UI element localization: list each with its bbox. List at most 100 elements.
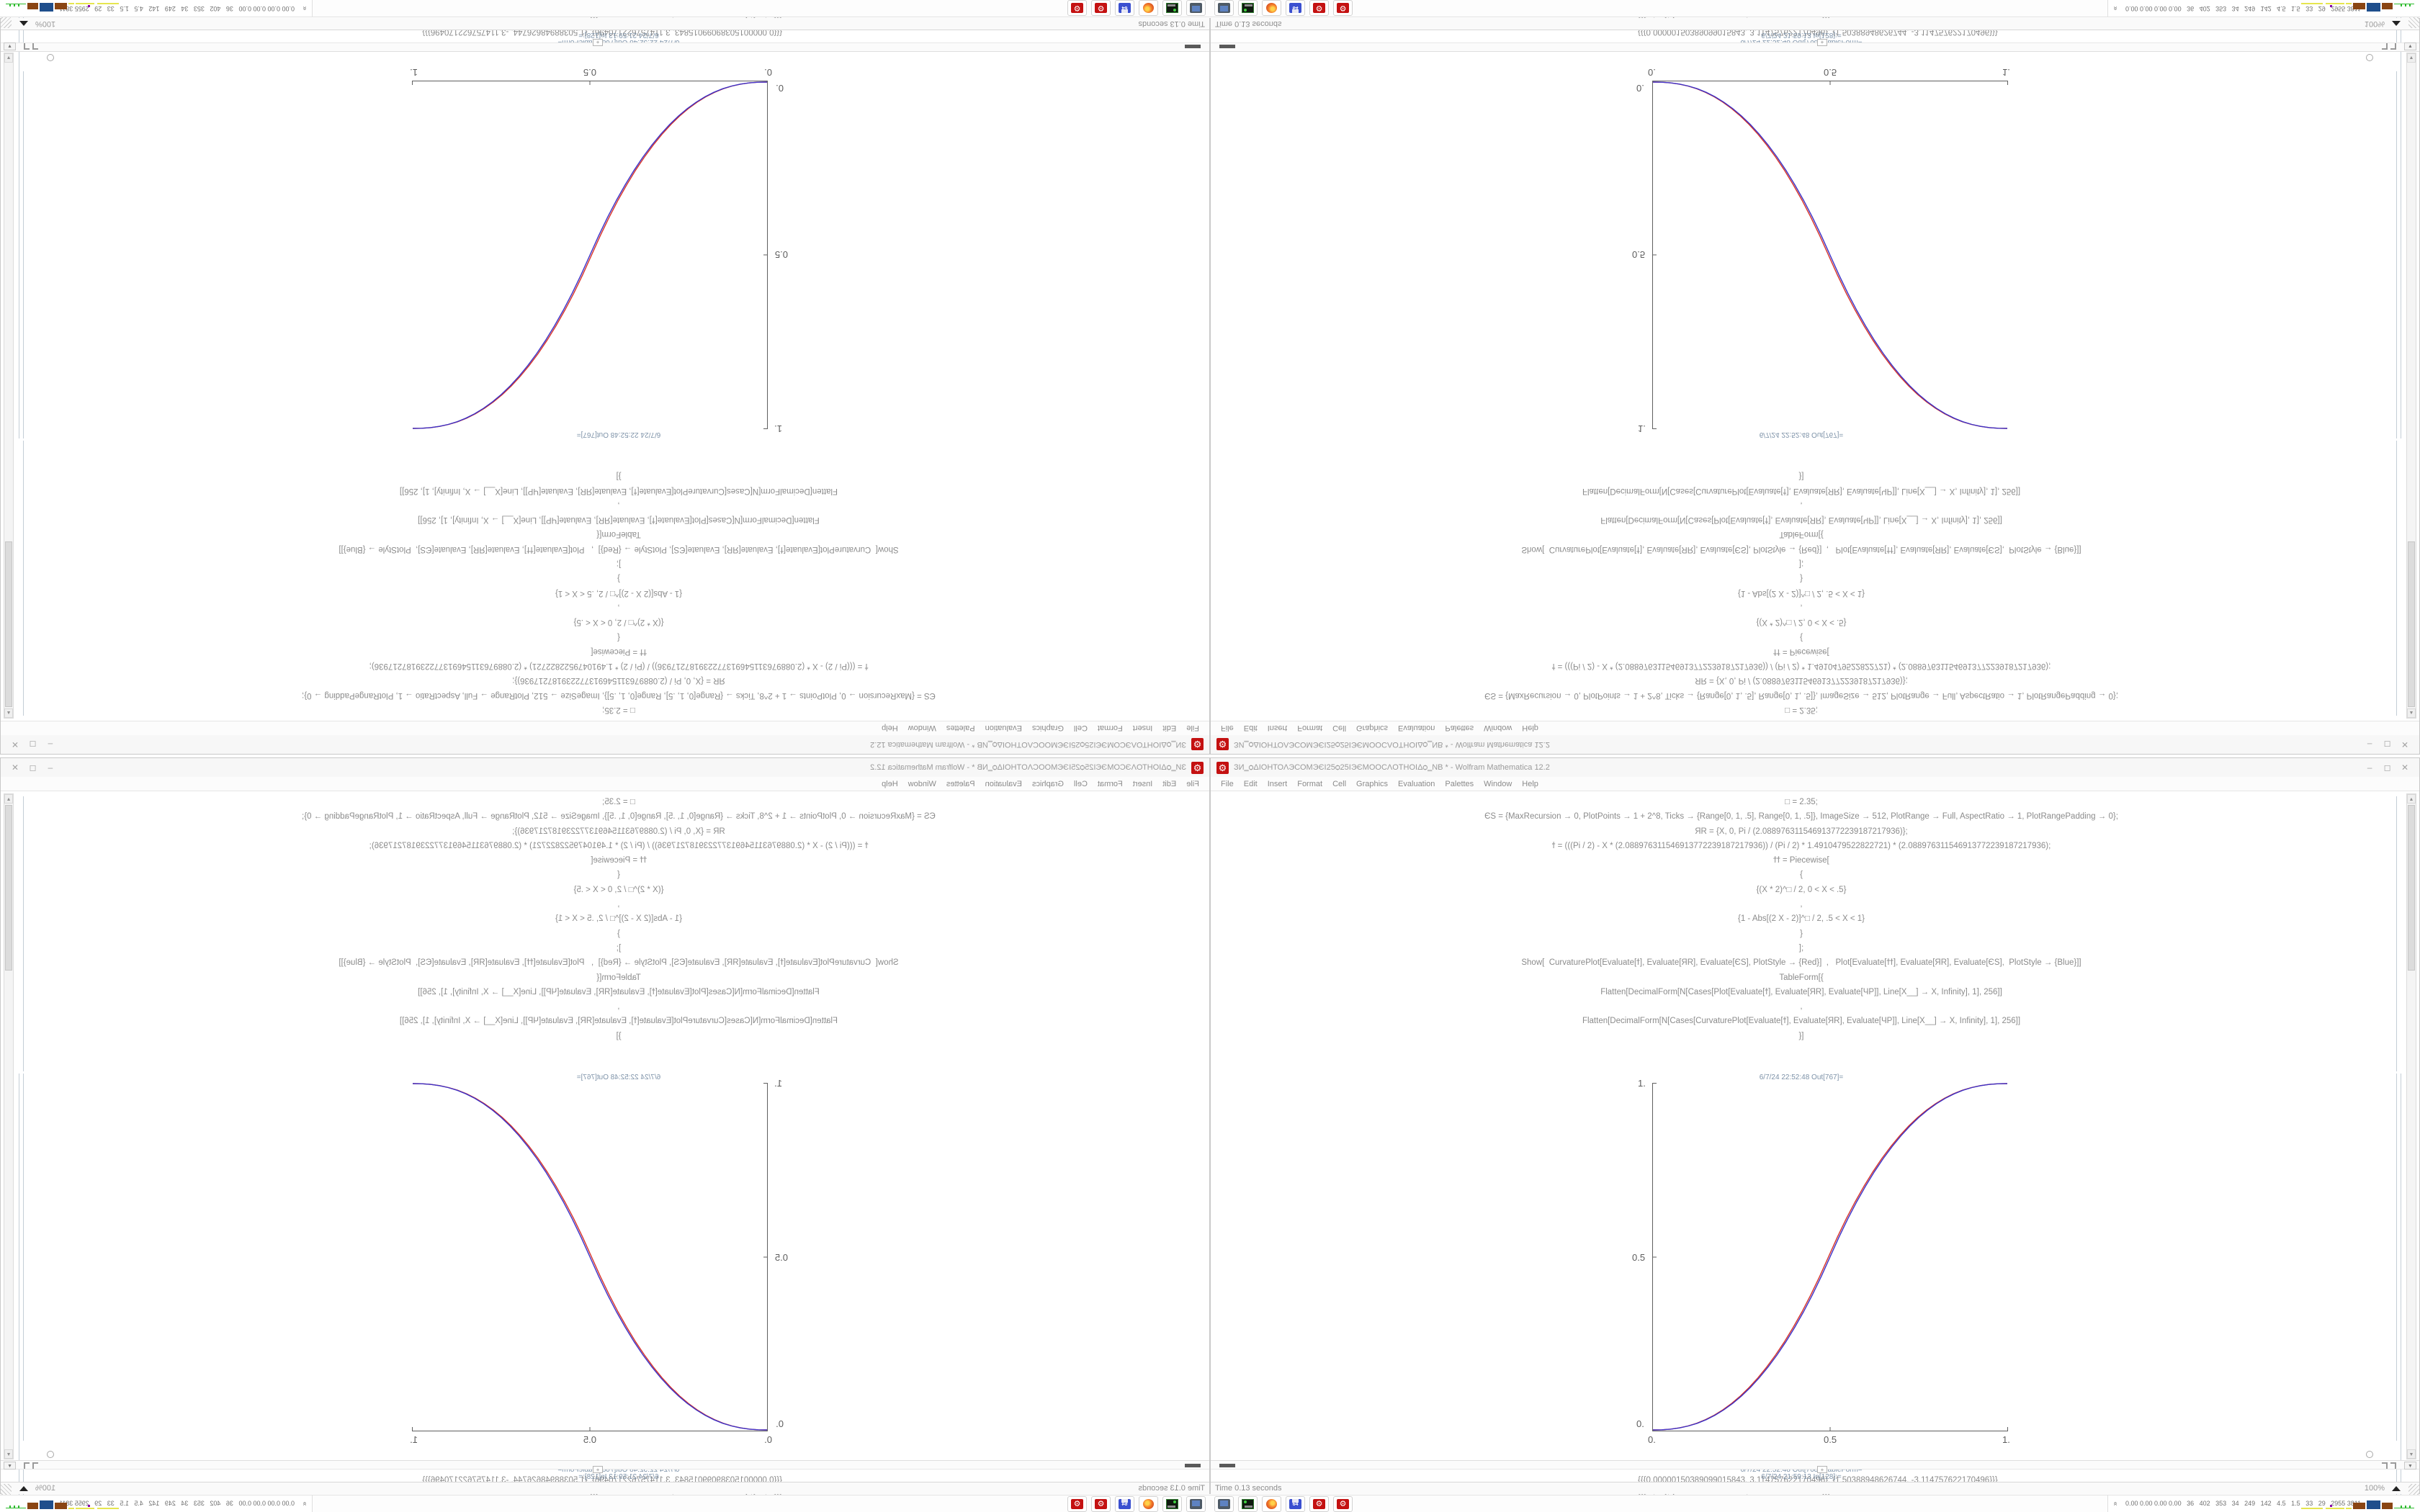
- insert-cell-button[interactable]: +: [1817, 1466, 1827, 1473]
- maximize-button[interactable]: ◻: [2383, 739, 2391, 750]
- menu-graphics[interactable]: Graphics: [1031, 780, 1064, 788]
- code-line[interactable]: {: [617, 870, 620, 880]
- scroll-down-icon[interactable]: ▼: [2407, 1449, 2416, 1459]
- firefox-icon[interactable]: [1139, 0, 1158, 16]
- code-line[interactable]: }: [617, 574, 620, 583]
- menu-insert[interactable]: Insert: [1132, 724, 1153, 732]
- mathematica-gear-icon[interactable]: ⚙: [1067, 1496, 1087, 1512]
- code-line[interactable]: {: [1800, 870, 1803, 880]
- code-line[interactable]: □ = 2.35;: [602, 706, 635, 714]
- magnification-dropdown[interactable]: ▼: [2404, 42, 2416, 50]
- menu-help[interactable]: Help: [882, 724, 898, 732]
- zoom-level[interactable]: 100%: [35, 19, 56, 28]
- resize-grip[interactable]: [2408, 1484, 2419, 1495]
- code-line[interactable]: {: [617, 632, 620, 642]
- vertical-scroll-thumb[interactable]: [2408, 805, 2415, 971]
- minimize-button[interactable]: –: [48, 762, 53, 773]
- scroll-down-icon[interactable]: ▼: [2407, 53, 2416, 63]
- scroll-up-icon[interactable]: ▲: [2407, 708, 2416, 718]
- code-line[interactable]: ЄЅ = {MaxRecursion → 0, PlotPoints → 1 +…: [1484, 812, 2118, 822]
- tray-chevron-icon[interactable]: «: [300, 1501, 309, 1505]
- code-line[interactable]: ϯ = (((Pi / 2) - X * (2.0889763115469137…: [369, 841, 869, 850]
- menu-format[interactable]: Format: [1097, 780, 1123, 788]
- floppy-64-icon[interactable]: 64: [1286, 1496, 1305, 1512]
- mathematica-gear-icon[interactable]: ⚙: [1309, 0, 1329, 16]
- code-line[interactable]: ,: [1800, 603, 1803, 612]
- code-line[interactable]: }]: [1798, 472, 1804, 481]
- vertical-scrollbar[interactable]: ▲ ▼: [4, 793, 14, 1459]
- code-line[interactable]: {1 - Abs[(2 X - 2)]^□ / 2, .5 < X < 1}: [1738, 588, 1865, 598]
- code-line[interactable]: ϯϯ = Piecewise[: [1773, 647, 1829, 656]
- code-line[interactable]: ϯ = (((Pi / 2) - X * (2.0889763115469137…: [1551, 662, 2051, 671]
- menu-file[interactable]: File: [1221, 724, 1234, 732]
- firefox-icon[interactable]: [1262, 1496, 1281, 1512]
- menu-window[interactable]: Window: [1484, 780, 1512, 788]
- resize-grip[interactable]: [1, 17, 12, 28]
- menu-format[interactable]: Format: [1297, 724, 1323, 732]
- tray-chevron-icon[interactable]: «: [300, 7, 309, 11]
- input-cell[interactable]: □ = 2.35; ЄЅ = {MaxRecursion → 0, PlotPoi…: [28, 795, 1209, 1043]
- mathematica-gear-icon[interactable]: ⚙: [1309, 1496, 1329, 1512]
- menu-edit[interactable]: Edit: [1162, 780, 1177, 788]
- input-cell[interactable]: □ = 2.35; ЄЅ = {MaxRecursion → 0, PlotPoi…: [1211, 469, 2392, 717]
- menu-format[interactable]: Format: [1097, 724, 1123, 732]
- menu-evaluation[interactable]: Evaluation: [985, 724, 1022, 732]
- code-line[interactable]: ,: [1800, 1002, 1803, 1012]
- cell-bracket[interactable]: [2396, 441, 2397, 716]
- insert-cell-button[interactable]: +: [593, 1466, 603, 1473]
- vertical-scrollbar[interactable]: ▲ ▼: [2406, 793, 2416, 1459]
- mathematica-gear-icon[interactable]: ⚙: [1067, 0, 1087, 16]
- firefox-icon[interactable]: [1262, 0, 1281, 16]
- menu-edit[interactable]: Edit: [1243, 780, 1258, 788]
- cell-bracket[interactable]: [2396, 1074, 2397, 1441]
- menu-graphics[interactable]: Graphics: [1031, 724, 1064, 732]
- menu-palettes[interactable]: Palettes: [946, 724, 975, 732]
- code-line[interactable]: ЄЅ = {MaxRecursion → 0, PlotPoints → 1 +…: [302, 690, 936, 700]
- code-line[interactable]: ЄЅ = {MaxRecursion → 0, PlotPoints → 1 +…: [1484, 690, 2118, 700]
- code-line[interactable]: TableForm[{: [596, 973, 641, 982]
- code-line[interactable]: Flatten[DecimalForm[N[Cases[Plot[Evaluat…: [1600, 516, 2002, 525]
- scroll-knob-icon[interactable]: [47, 54, 54, 61]
- scroll-knob-icon[interactable]: [2366, 54, 2373, 61]
- code-line[interactable]: }: [1800, 929, 1803, 938]
- vertical-scrollbar[interactable]: ▲ ▼: [4, 53, 14, 719]
- mathematica-gear-icon[interactable]: ⚙: [1333, 0, 1353, 16]
- code-line[interactable]: Flatten[DecimalForm[N[Cases[CurvaturePlo…: [1582, 486, 2021, 495]
- horizontal-scroll-thumb[interactable]: [1185, 1464, 1201, 1467]
- input-cell[interactable]: □ = 2.35; ЄЅ = {MaxRecursion → 0, PlotPoi…: [28, 469, 1209, 717]
- code-line[interactable]: Flatten[DecimalForm[N[Cases[Plot[Evaluat…: [418, 516, 820, 525]
- input-cell[interactable]: □ = 2.35; ЄЅ = {MaxRecursion → 0, PlotPoi…: [1211, 795, 2392, 1043]
- menu-palettes[interactable]: Palettes: [1445, 724, 1474, 732]
- code-line[interactable]: □ = 2.35;: [602, 798, 635, 806]
- floppy-64-icon[interactable]: 64: [1115, 1496, 1134, 1512]
- horizontal-scroll-thumb[interactable]: [1219, 1464, 1235, 1467]
- horizontal-scrollbar[interactable]: ▼: [1211, 42, 2419, 52]
- code-line[interactable]: □ = 2.35;: [1785, 798, 1818, 806]
- floppy-64-icon[interactable]: 64: [1115, 0, 1134, 16]
- horizontal-scrollbar[interactable]: ▼: [1, 1460, 1209, 1470]
- code-line[interactable]: ];: [616, 943, 622, 953]
- minimize-button[interactable]: –: [2367, 739, 2372, 750]
- close-button[interactable]: ✕: [11, 762, 19, 773]
- computer-monitor-icon[interactable]: [1214, 0, 1234, 16]
- maximize-button[interactable]: ◻: [29, 739, 37, 750]
- menu-palettes[interactable]: Palettes: [946, 780, 975, 788]
- code-line[interactable]: Flatten[DecimalForm[N[Cases[Plot[Evaluat…: [1600, 987, 2002, 996]
- menu-cell[interactable]: Cell: [1073, 724, 1088, 732]
- menu-cell[interactable]: Cell: [1073, 780, 1088, 788]
- magnification-dropdown[interactable]: ▼: [4, 1462, 16, 1470]
- code-line[interactable]: {1 - Abs[(2 X - 2)]^□ / 2, .5 < X < 1}: [1738, 914, 1865, 924]
- code-line[interactable]: ,: [1800, 500, 1803, 510]
- menu-help[interactable]: Help: [1522, 724, 1538, 732]
- title-bar[interactable]: ⚙ ЗИ‗ѻΔІОНТОΛЭСОМЭЄІ25ѻ25ІЭЄМООСΛОТНОІΔѻ…: [1211, 735, 2419, 754]
- removable-drive-icon[interactable]: [1238, 1496, 1258, 1512]
- zoom-popup-icon[interactable]: [19, 1486, 28, 1491]
- code-line[interactable]: ЯR = {X, 0, Pi / (2.08897631154691377223…: [512, 676, 725, 685]
- code-line[interactable]: ,: [1800, 900, 1803, 909]
- zoom-level[interactable]: 100%: [2364, 19, 2385, 28]
- code-line[interactable]: ЯR = {X, 0, Pi / (2.08897631154691377223…: [512, 827, 725, 836]
- code-line[interactable]: Flatten[DecimalForm[N[Cases[Plot[Evaluat…: [418, 987, 820, 996]
- code-line[interactable]: TableForm[{: [1779, 973, 1824, 982]
- code-line[interactable]: TableForm[{: [596, 530, 641, 539]
- code-line[interactable]: ];: [1798, 943, 1804, 953]
